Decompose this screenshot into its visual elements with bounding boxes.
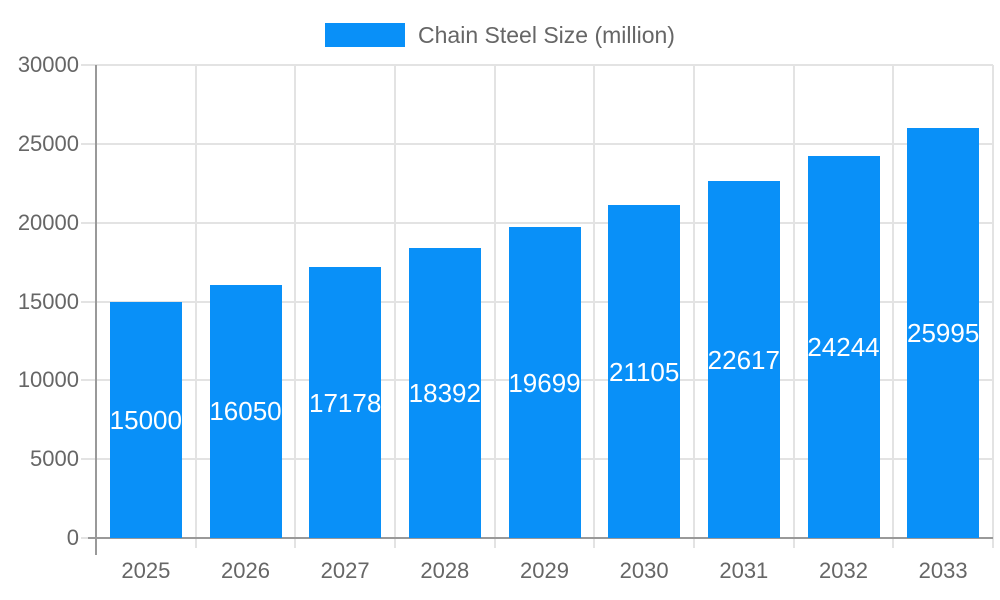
y-tick-mark <box>81 458 96 461</box>
y-tick-mark <box>81 379 96 382</box>
x-tick-label: 2030 <box>619 558 669 583</box>
y-tick-mark <box>81 142 96 145</box>
bar[interactable]: 16050 <box>209 284 282 538</box>
x-tick-label: 2033 <box>918 558 968 583</box>
x-gridline <box>394 65 396 548</box>
bar-value-label: 21105 <box>608 356 680 387</box>
y-tick-label: 30000 <box>17 52 79 77</box>
x-tick-label: 2026 <box>221 558 270 583</box>
y-tick-label: 15000 <box>17 288 79 314</box>
x-tick-label: 2028 <box>420 558 470 583</box>
bar[interactable]: 15000 <box>109 301 182 538</box>
x-gridline <box>294 65 297 548</box>
bar-value-label: 16050 <box>209 396 282 427</box>
x-tick-label: 2032 <box>819 558 868 583</box>
legend-swatch <box>325 23 406 47</box>
x-tick-label: 2025 <box>121 558 171 583</box>
legend-label: Chain Steel Size (million) <box>418 22 675 48</box>
bar-value-label: 18392 <box>408 378 481 408</box>
y-axis-line <box>95 65 97 555</box>
x-gridline <box>693 65 695 548</box>
x-axis-line <box>88 537 993 539</box>
bar-value-label: 15000 <box>109 404 182 435</box>
x-gridline <box>593 65 596 548</box>
y-gridline <box>96 142 993 145</box>
y-tick-mark <box>81 64 96 66</box>
y-tick-label: 10000 <box>17 367 79 393</box>
bar-value-label: 17178 <box>309 387 382 418</box>
y-gridline <box>96 64 993 66</box>
x-gridline <box>992 65 994 548</box>
bar-value-label: 22617 <box>707 344 780 375</box>
y-tick-mark <box>81 300 96 303</box>
y-tick-label: 20000 <box>17 209 79 235</box>
x-gridline <box>493 65 496 548</box>
bar-value-label: 24244 <box>807 331 880 362</box>
bar[interactable]: 19699 <box>508 227 581 538</box>
x-tick-label: 2031 <box>719 558 769 583</box>
bar[interactable]: 17178 <box>309 267 381 538</box>
x-tick-label: 2029 <box>520 558 569 583</box>
y-gridline <box>96 221 993 224</box>
y-tick-label: 5000 <box>30 446 79 472</box>
y-tick-label: 25000 <box>17 130 79 156</box>
x-gridline <box>892 65 895 548</box>
bar[interactable]: 22617 <box>708 181 780 538</box>
bar[interactable]: 18392 <box>409 248 481 538</box>
x-gridline <box>792 65 795 548</box>
bar-value-label: 25995 <box>907 318 980 349</box>
y-tick-label: 0 <box>66 525 79 550</box>
bar-value-label: 19699 <box>508 367 581 398</box>
bar[interactable]: 21105 <box>608 205 681 538</box>
x-tick-label: 2027 <box>320 558 370 583</box>
y-tick-mark <box>81 221 96 224</box>
bar[interactable]: 24244 <box>807 155 880 538</box>
x-gridline <box>194 65 197 548</box>
chart-legend[interactable]: Chain Steel Size (million) <box>0 23 1000 47</box>
bar[interactable]: 25995 <box>907 128 979 538</box>
plot-area: 0 5000 10000 15000 20000 25000 30000 15000 16050… <box>18 52 994 583</box>
